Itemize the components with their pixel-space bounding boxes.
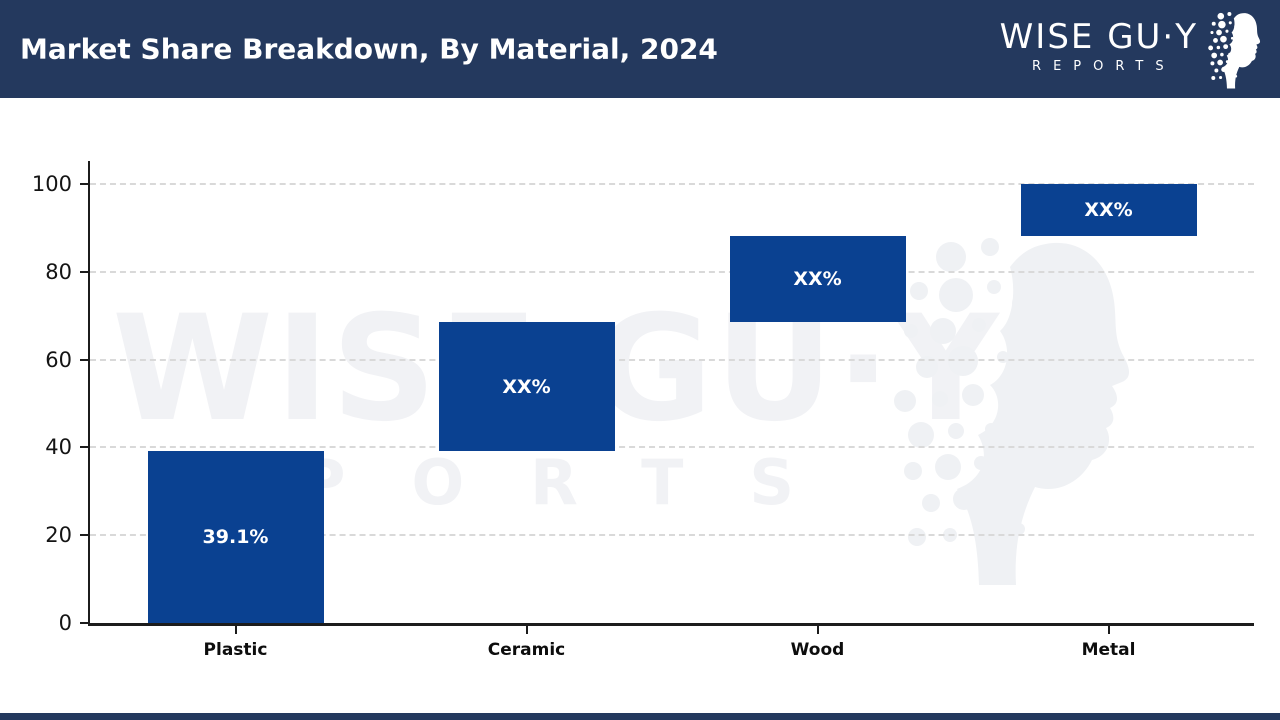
x-tick-mark-plastic: [234, 626, 237, 634]
x-tick-mark-metal: [1107, 626, 1110, 634]
bar-value-label: XX%: [502, 375, 551, 398]
y-tick-label-0: 0: [58, 611, 72, 635]
header-band: Market Share Breakdown, By Material, 202…: [0, 0, 1280, 98]
x-axis-label-wood: Wood: [790, 640, 845, 660]
y-tick-label-80: 80: [45, 259, 72, 284]
watermark-brand-subtext: PORTS: [300, 446, 861, 519]
page-title: Market Share Breakdown, By Material, 202…: [20, 32, 718, 66]
gridline-40: [90, 446, 1254, 449]
bar-value-label: XX%: [793, 267, 842, 290]
x-axis-label-ceramic: Ceramic: [487, 640, 566, 660]
logo-brand-subtitle: REPORTS: [1032, 58, 1176, 74]
x-tick-mark-wood: [816, 626, 819, 634]
gridline-60: [90, 358, 1254, 361]
logo-brand-name: WISE GU·Y: [999, 17, 1198, 57]
y-tick-label-100: 100: [31, 172, 72, 196]
x-axis-label-metal: Metal: [1081, 640, 1136, 660]
bar-plastic: 39.1%: [147, 451, 324, 623]
y-tick-label-20: 20: [45, 523, 72, 548]
footer-band: [0, 713, 1280, 720]
gridline-80: [90, 270, 1254, 273]
wiseguy-head-logo-icon: [1208, 12, 1261, 89]
y-tick-mark-0: [80, 622, 90, 624]
y-tick-mark-100: [80, 183, 90, 185]
bar-value-label: 39.1%: [202, 526, 269, 549]
wiseguy-logo-text: WISE GU·Y REPORTS: [999, 17, 1198, 74]
y-tick-mark-40: [80, 446, 90, 449]
y-tick-mark-60: [80, 358, 90, 361]
y-tick-label-60: 60: [45, 347, 72, 372]
gridline-20: [90, 534, 1254, 537]
plot-area: 0 20 40 60 80 100 39.1% Plastic XX% Ceramic XX% Woo…: [32, 161, 1254, 660]
wiseguy-logo: WISE GU·Y REPORTS: [1000, 6, 1270, 94]
bar-ceramic: XX%: [438, 321, 615, 452]
chart-canvas: WISE GU·Y PORTS 0 20 40 60 80 100 39.1% Plastic…: [0, 98, 1280, 713]
x-tick-mark-ceramic: [525, 626, 528, 634]
bar-value-label: XX%: [1084, 198, 1133, 221]
y-tick-label-40: 40: [45, 435, 72, 460]
bar-wood: XX%: [729, 235, 906, 322]
x-axis-label-plastic: Plastic: [203, 640, 268, 660]
y-tick-mark-80: [80, 270, 90, 273]
bar-metal: XX%: [1020, 184, 1197, 236]
gridline-100: [90, 183, 1254, 185]
y-tick-mark-20: [80, 534, 90, 537]
